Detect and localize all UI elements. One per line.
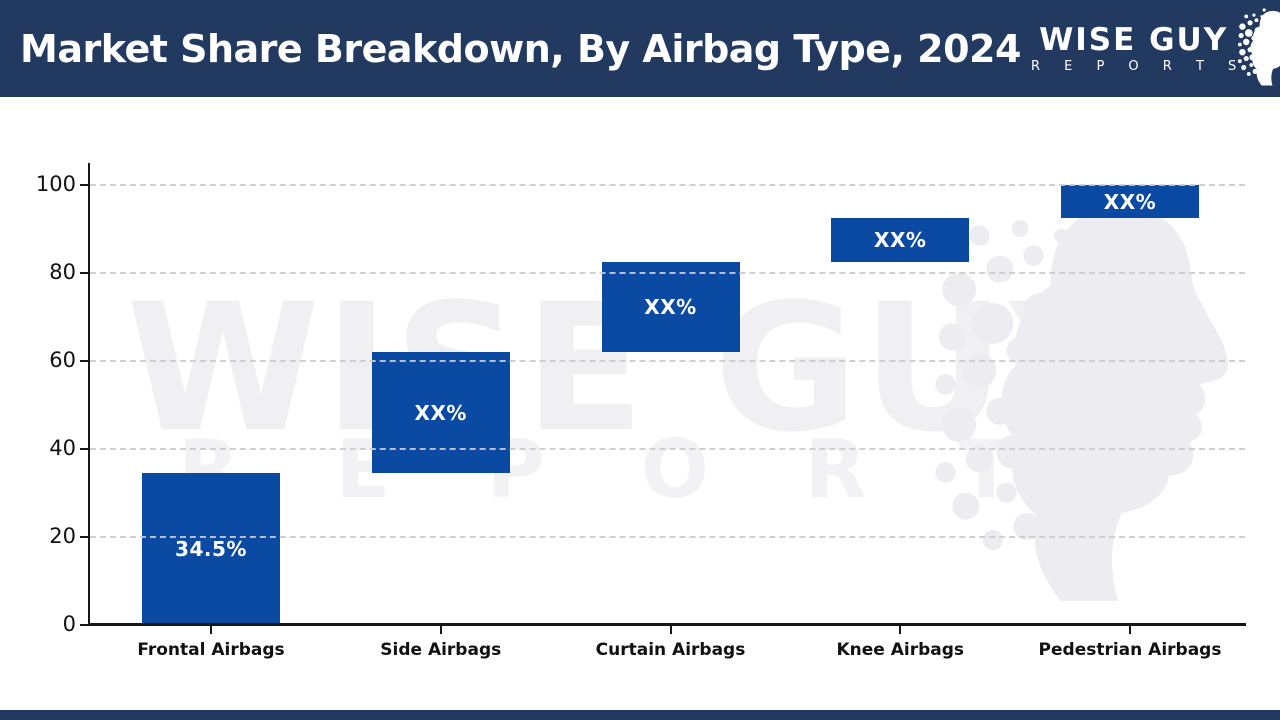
x-axis-label: Side Airbags [380,640,502,660]
x-axis-tick [1129,626,1131,634]
x-axis-line [88,623,1246,626]
y-axis-tick [80,624,89,626]
grid-line [90,448,1245,450]
footer-bar [0,710,1280,720]
page-title: Market Share Breakdown, By Airbag Type, … [20,26,1021,71]
y-axis-tick [80,448,89,450]
header-bar: Market Share Breakdown, By Airbag Type, … [0,0,1280,97]
y-axis-tick [80,360,89,362]
bar-side-airbags: XX% [371,352,510,474]
grid-line [90,272,1245,274]
x-axis-tick [669,626,672,634]
x-axis-tick [439,626,442,634]
logo-name-text: WISE GUY [1039,21,1229,58]
logo-reports-text: R E P O R T S [1030,58,1247,74]
y-axis-tick-label: 40 [49,436,76,460]
x-axis-label: Pedestrian Airbags [1038,640,1222,660]
y-axis-tick-label: 80 [49,260,76,284]
grid-line [90,184,1245,186]
x-axis-tick [899,626,902,634]
x-axis-tick [210,626,212,634]
bar-frontal-airbags: 34.5% [142,473,280,625]
grid-line [90,536,1245,538]
x-axis-label: Frontal Airbags [137,640,285,660]
x-axis-label: Curtain Airbags [595,640,746,660]
logo-wordmark: WISE GUY R E P O R T S [1021,21,1247,74]
y-axis-line [88,163,90,626]
logo-face-icon [1236,7,1280,91]
y-axis-tick [80,272,89,274]
bar-value-label: 34.5% [175,537,247,562]
bar-value-label: XX% [644,295,697,320]
y-axis-tick [80,536,89,538]
bar-knee-airbags: XX% [831,218,970,262]
bar-value-label: XX% [414,400,467,425]
bar-value-label: XX% [874,228,927,252]
bar-value-label: XX% [1103,189,1157,214]
bar-curtain-airbags: XX% [601,262,740,353]
y-axis-tick [80,184,89,186]
grid-line [90,360,1245,362]
y-axis-tick-label: 20 [49,524,76,548]
y-axis-tick-label: 60 [49,348,76,372]
watermark-face-icon [922,188,1267,628]
wise-guy-logo: WISE GUY R E P O R T S [1021,7,1280,91]
y-axis-tick-label: 100 [35,172,76,196]
y-axis-tick-label: 0 [62,612,76,636]
x-axis-label: Knee Airbags [836,640,965,660]
bar-pedestrian-airbags: XX% [1061,185,1199,218]
watermark-reports-text: REPORTS [178,423,1264,516]
